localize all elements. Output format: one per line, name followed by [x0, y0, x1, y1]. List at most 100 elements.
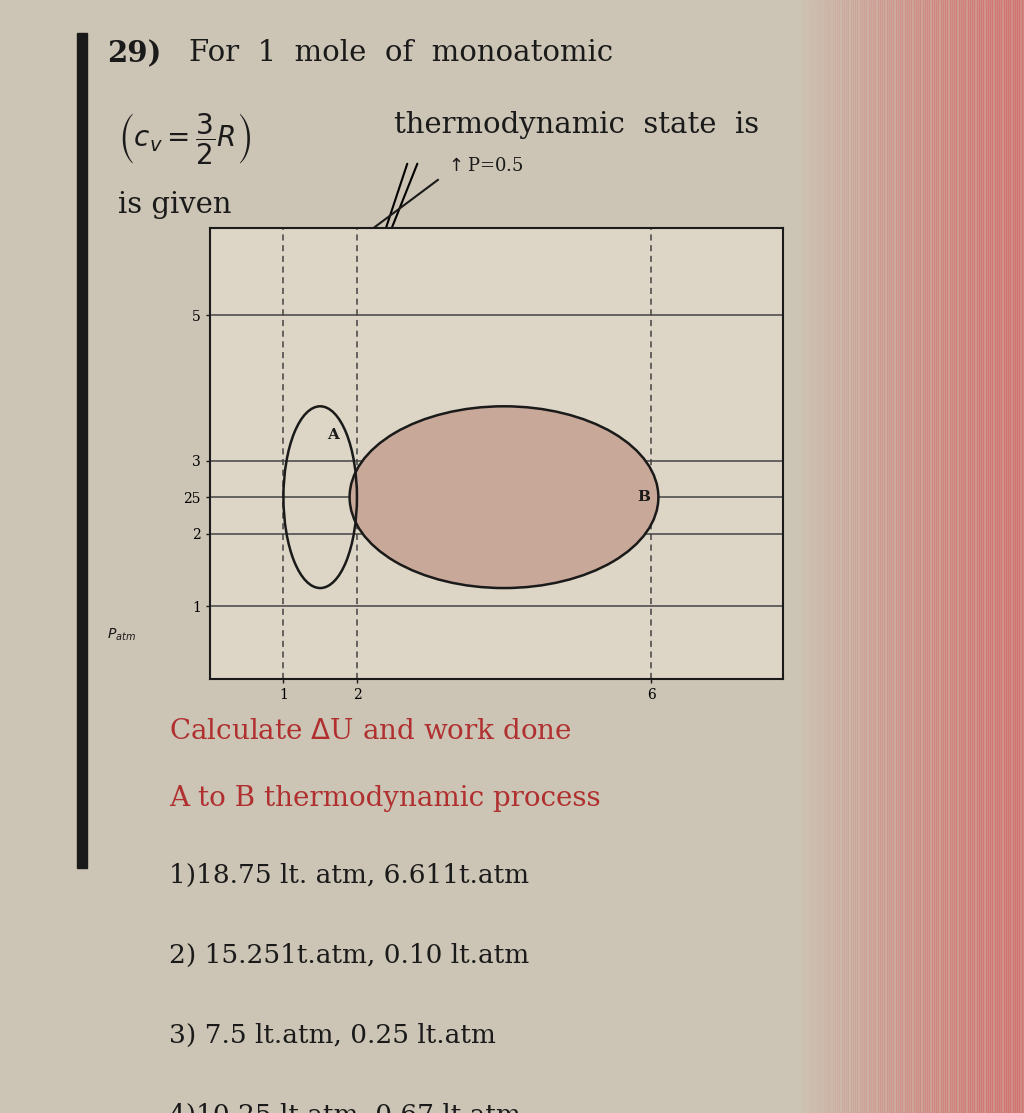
Bar — [810, 0, 812, 1113]
Text: 2) 15.251t.atm, 0.10 lt.atm: 2) 15.251t.atm, 0.10 lt.atm — [169, 943, 529, 967]
Bar — [904, 0, 907, 1113]
Bar — [873, 0, 876, 1113]
Bar — [866, 0, 868, 1113]
Bar — [986, 0, 988, 1113]
Bar — [992, 0, 994, 1113]
Text: A: A — [328, 429, 339, 442]
Bar — [972, 0, 975, 1113]
Bar — [855, 0, 857, 1113]
Bar — [949, 0, 952, 1113]
Bar — [814, 0, 817, 1113]
Bar — [857, 0, 859, 1113]
Bar — [825, 0, 828, 1113]
Bar — [878, 0, 880, 1113]
Text: A to B thermodynamic process: A to B thermodynamic process — [169, 785, 601, 811]
Text: thermodynamic  state  is: thermodynamic state is — [394, 111, 760, 139]
Bar — [956, 0, 958, 1113]
Text: is given: is given — [118, 191, 231, 219]
Bar — [1022, 0, 1024, 1113]
Bar — [828, 0, 830, 1113]
Bar — [77, 33, 87, 868]
Bar — [968, 0, 970, 1113]
Bar — [887, 0, 889, 1113]
Bar — [882, 0, 885, 1113]
Bar — [812, 0, 814, 1113]
Bar — [1001, 0, 1004, 1113]
Bar — [859, 0, 862, 1113]
Bar — [964, 0, 966, 1113]
Bar — [925, 0, 927, 1113]
Bar — [799, 0, 801, 1113]
Bar — [966, 0, 968, 1113]
Ellipse shape — [349, 406, 658, 588]
Bar — [999, 0, 1001, 1113]
Bar — [945, 0, 947, 1113]
Bar — [819, 0, 821, 1113]
Bar — [911, 0, 913, 1113]
Text: 29): 29) — [108, 39, 162, 68]
Bar — [868, 0, 870, 1113]
Bar — [862, 0, 864, 1113]
Bar — [817, 0, 819, 1113]
Bar — [913, 0, 915, 1113]
Bar — [941, 0, 943, 1113]
Bar — [830, 0, 833, 1113]
Bar — [876, 0, 878, 1113]
Bar — [891, 0, 893, 1113]
Bar — [952, 0, 954, 1113]
Bar — [840, 0, 842, 1113]
Text: 1)18.75 lt. atm, 6.611t.atm: 1)18.75 lt. atm, 6.611t.atm — [169, 863, 529, 887]
Bar — [898, 0, 900, 1113]
Bar — [900, 0, 902, 1113]
Bar — [947, 0, 949, 1113]
Bar — [977, 0, 979, 1113]
Bar — [864, 0, 866, 1113]
Bar — [970, 0, 972, 1113]
Bar — [1006, 0, 1009, 1113]
Bar — [853, 0, 855, 1113]
Bar — [975, 0, 977, 1113]
Bar — [988, 0, 990, 1113]
Bar — [1009, 0, 1011, 1113]
Bar — [958, 0, 961, 1113]
Bar — [915, 0, 919, 1113]
Bar — [981, 0, 983, 1113]
Bar — [938, 0, 941, 1113]
Bar — [990, 0, 992, 1113]
Bar — [1017, 0, 1020, 1113]
Bar — [1020, 0, 1022, 1113]
Bar — [943, 0, 945, 1113]
Bar — [930, 0, 932, 1113]
Bar — [844, 0, 846, 1113]
Bar — [833, 0, 835, 1113]
Text: 3) 7.5 lt.atm, 0.25 lt.atm: 3) 7.5 lt.atm, 0.25 lt.atm — [169, 1023, 496, 1047]
Bar — [909, 0, 911, 1113]
Bar — [889, 0, 891, 1113]
Bar — [983, 0, 986, 1113]
Bar — [936, 0, 938, 1113]
Bar — [1013, 0, 1015, 1113]
Bar — [919, 0, 921, 1113]
Text: $\uparrow$P=0.5: $\uparrow$P=0.5 — [445, 157, 524, 175]
Bar — [907, 0, 909, 1113]
Bar — [885, 0, 887, 1113]
Text: For  1  mole  of  monoatomic: For 1 mole of monoatomic — [189, 39, 613, 67]
Bar — [842, 0, 844, 1113]
Bar — [961, 0, 964, 1113]
Bar — [806, 0, 808, 1113]
Bar — [923, 0, 925, 1113]
Bar — [1004, 0, 1006, 1113]
Bar — [801, 0, 803, 1113]
Text: P=2: P=2 — [687, 489, 725, 506]
Text: B: B — [638, 490, 651, 504]
Bar — [893, 0, 896, 1113]
Bar — [803, 0, 806, 1113]
Bar — [823, 0, 825, 1113]
Bar — [848, 0, 851, 1113]
Bar — [997, 0, 999, 1113]
Bar — [846, 0, 848, 1113]
Bar — [870, 0, 873, 1113]
Bar — [821, 0, 823, 1113]
Text: $P_{atm}$: $P_{atm}$ — [106, 627, 135, 643]
Bar — [927, 0, 930, 1113]
